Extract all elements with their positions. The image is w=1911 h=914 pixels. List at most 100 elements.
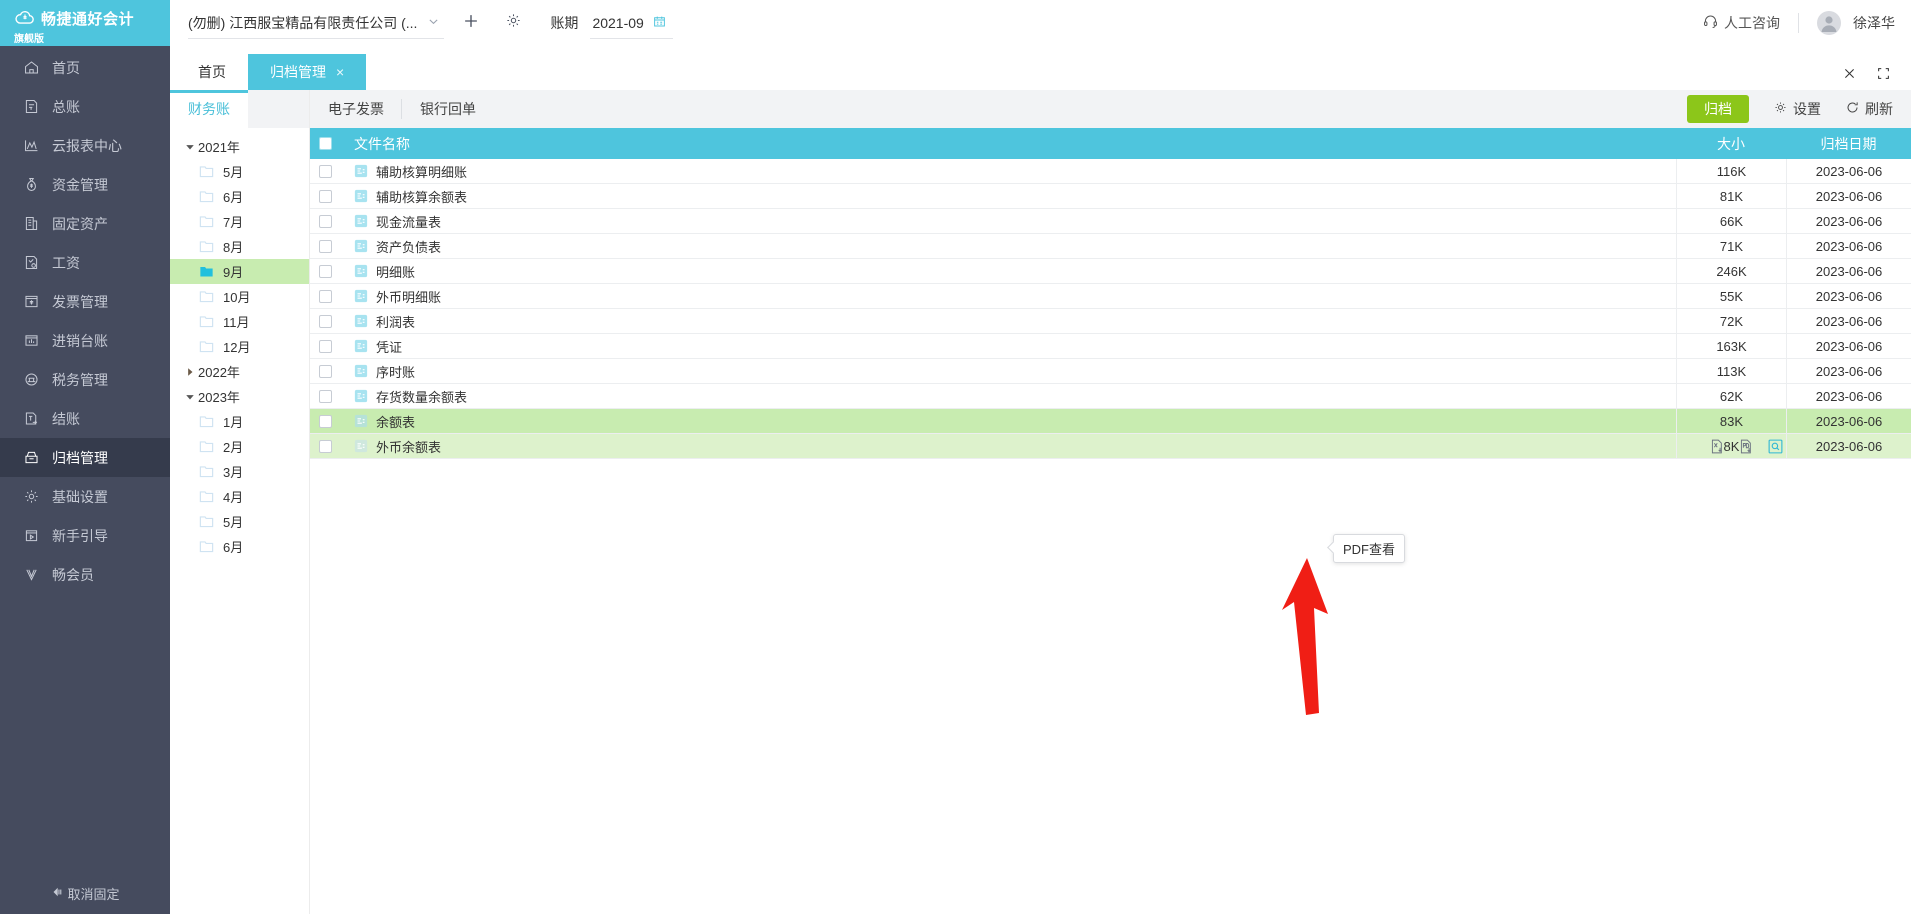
- archive-icon: [22, 449, 40, 467]
- table-row[interactable]: 利润表 72K 2023-06-06: [310, 308, 1911, 334]
- table-row[interactable]: 存货数量余额表 62K 2023-06-06: [310, 383, 1911, 409]
- subtab-bank-receipt[interactable]: 银行回单: [402, 90, 494, 128]
- row-checkbox[interactable]: [318, 289, 332, 303]
- tab-home[interactable]: 首页: [176, 54, 248, 90]
- row-select-cell[interactable]: [310, 214, 340, 228]
- row-select-cell[interactable]: [310, 189, 340, 203]
- excel-download-icon[interactable]: [1709, 438, 1726, 455]
- table-row[interactable]: 辅助核算明细账 116K 2023-06-06: [310, 158, 1911, 184]
- table-row[interactable]: 辅助核算余额表 81K 2023-06-06: [310, 183, 1911, 209]
- tree-node-year[interactable]: 2023年: [170, 384, 309, 409]
- row-select-cell[interactable]: [310, 164, 340, 178]
- tree-node-year[interactable]: 2022年: [170, 359, 309, 384]
- sidebar-item-basic-settings[interactable]: 基础设置: [0, 477, 170, 516]
- select-all-cell[interactable]: [310, 137, 340, 150]
- period-selector[interactable]: 账期 2021-09: [550, 7, 673, 39]
- tree-node-month[interactable]: 1月: [170, 409, 309, 434]
- archive-button[interactable]: 归档: [1687, 95, 1749, 123]
- sidebar-item-tax-management[interactable]: 税务管理: [0, 360, 170, 399]
- sidebar-item-payroll[interactable]: 工资: [0, 243, 170, 282]
- tree-node-month[interactable]: 7月: [170, 209, 309, 234]
- sidebar-item-cloud-reports[interactable]: 云报表中心: [0, 126, 170, 165]
- row-select-cell[interactable]: [310, 314, 340, 328]
- tree-node-month[interactable]: 8月: [170, 234, 309, 259]
- caret-right-icon[interactable]: [182, 367, 198, 377]
- company-settings-button[interactable]: [498, 8, 528, 38]
- consult-button[interactable]: 人工咨询: [1702, 13, 1780, 33]
- pdf-download-icon[interactable]: [1738, 438, 1755, 455]
- column-header-size[interactable]: 大小: [1717, 135, 1745, 152]
- column-header-date[interactable]: 归档日期: [1820, 135, 1877, 152]
- subtab-e-invoice[interactable]: 电子发票: [310, 90, 402, 128]
- tree-node-month[interactable]: 4月: [170, 484, 309, 509]
- caret-down-icon[interactable]: [182, 142, 198, 152]
- row-checkbox[interactable]: [318, 164, 332, 178]
- row-select-cell[interactable]: [310, 239, 340, 253]
- pdf-preview-icon[interactable]: [1767, 438, 1784, 455]
- row-select-cell[interactable]: [310, 289, 340, 303]
- period-value-box[interactable]: 2021-09: [590, 7, 673, 39]
- tree-node-month[interactable]: 11月: [170, 309, 309, 334]
- sidebar-item-general-ledger[interactable]: 总账: [0, 87, 170, 126]
- row-checkbox[interactable]: [318, 214, 332, 228]
- close-icon[interactable]: ×: [336, 64, 345, 80]
- row-select-cell[interactable]: [310, 389, 340, 403]
- row-select-cell[interactable]: [310, 264, 340, 278]
- table-row[interactable]: 明细账 246K 2023-06-06: [310, 258, 1911, 284]
- sidebar-item-fixed-assets[interactable]: 固定资产: [0, 204, 170, 243]
- tree-node-month[interactable]: 2月: [170, 434, 309, 459]
- tree-node-month[interactable]: 6月: [170, 184, 309, 209]
- table-row-hovered[interactable]: 外币余额表: [310, 433, 1911, 459]
- sidebar-item-home[interactable]: 首页: [0, 48, 170, 87]
- row-select-cell[interactable]: [310, 364, 340, 378]
- row-checkbox[interactable]: [318, 364, 332, 378]
- select-all-checkbox[interactable]: [318, 137, 332, 150]
- table-row[interactable]: 外币明细账 55K 2023-06-06: [310, 283, 1911, 309]
- tree-node-month[interactable]: 12月: [170, 334, 309, 359]
- sidebar-item-invoice-management[interactable]: 发票管理: [0, 282, 170, 321]
- refresh-button[interactable]: 刷新: [1845, 99, 1893, 119]
- add-company-button[interactable]: [456, 8, 486, 38]
- row-checkbox[interactable]: [318, 239, 332, 253]
- sidebar-item-settlement[interactable]: 结账: [0, 399, 170, 438]
- tree-node-month-selected[interactable]: 9月: [170, 259, 309, 284]
- tree-node-month[interactable]: 3月: [170, 459, 309, 484]
- sidebar-item-archive-management[interactable]: 归档管理: [0, 438, 170, 477]
- table-row[interactable]: 凭证 163K 2023-06-06: [310, 333, 1911, 359]
- table-row-selected[interactable]: 余额表 83K 2023-06-06: [310, 408, 1911, 434]
- settings-button[interactable]: 设置: [1773, 99, 1821, 119]
- sidebar-item-stock-ledger[interactable]: 进销台账: [0, 321, 170, 360]
- company-selector[interactable]: (勿删) 江西服宝精品有限责任公司 (...: [188, 7, 445, 39]
- column-header-name[interactable]: 文件名称: [354, 135, 410, 152]
- tree-node-month[interactable]: 6月: [170, 534, 309, 559]
- row-checkbox[interactable]: [318, 414, 332, 428]
- table-row[interactable]: 资产负债表 71K 2023-06-06: [310, 233, 1911, 259]
- row-checkbox[interactable]: [318, 339, 332, 353]
- subtab-financial-books[interactable]: 财务账: [170, 90, 248, 128]
- tree-node-month[interactable]: 5月: [170, 159, 309, 184]
- row-select-cell[interactable]: [310, 339, 340, 353]
- sidebar-item-beginner-guide[interactable]: 新手引导: [0, 516, 170, 555]
- table-row[interactable]: 序时账 113K 2023-06-06: [310, 358, 1911, 384]
- sidebar-item-vip-member[interactable]: 畅会员: [0, 555, 170, 594]
- tree-node-month[interactable]: 5月: [170, 509, 309, 534]
- collapse-sidebar-button[interactable]: 取消固定: [0, 872, 170, 914]
- tree-node-year[interactable]: 2021年: [170, 134, 309, 159]
- building-icon: [22, 215, 40, 233]
- caret-down-icon[interactable]: [182, 392, 198, 402]
- close-all-tabs-button[interactable]: [1835, 62, 1863, 90]
- file-name: 余额表: [376, 414, 416, 430]
- row-select-cell[interactable]: [310, 439, 340, 453]
- fullscreen-button[interactable]: [1869, 62, 1897, 90]
- row-checkbox[interactable]: [318, 439, 332, 453]
- row-select-cell[interactable]: [310, 414, 340, 428]
- user-menu[interactable]: 徐泽华: [1817, 11, 1895, 35]
- row-checkbox[interactable]: [318, 189, 332, 203]
- row-checkbox[interactable]: [318, 314, 332, 328]
- row-checkbox[interactable]: [318, 389, 332, 403]
- tab-archive-management[interactable]: 归档管理 ×: [248, 54, 367, 90]
- row-checkbox[interactable]: [318, 264, 332, 278]
- tree-node-month[interactable]: 10月: [170, 284, 309, 309]
- sidebar-item-fund-management[interactable]: 资金管理: [0, 165, 170, 204]
- table-row[interactable]: 现金流量表 66K 2023-06-06: [310, 208, 1911, 234]
